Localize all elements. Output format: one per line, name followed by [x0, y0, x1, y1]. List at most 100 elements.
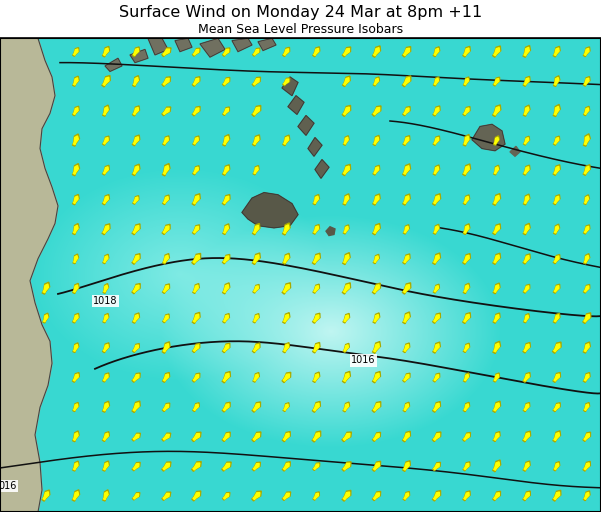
Polygon shape: [523, 461, 530, 471]
Polygon shape: [584, 165, 590, 176]
Polygon shape: [433, 284, 439, 293]
Polygon shape: [254, 167, 258, 174]
Polygon shape: [433, 462, 441, 471]
Polygon shape: [133, 197, 138, 203]
Polygon shape: [374, 314, 379, 322]
Polygon shape: [193, 493, 200, 500]
Polygon shape: [283, 374, 290, 381]
Polygon shape: [282, 77, 298, 96]
Polygon shape: [284, 225, 289, 233]
Polygon shape: [404, 108, 409, 115]
Polygon shape: [584, 344, 589, 352]
Polygon shape: [373, 77, 379, 86]
Polygon shape: [494, 106, 499, 115]
Polygon shape: [163, 372, 169, 382]
Polygon shape: [223, 107, 230, 116]
Polygon shape: [403, 136, 410, 145]
Polygon shape: [192, 253, 201, 265]
Polygon shape: [463, 433, 471, 441]
Polygon shape: [523, 194, 530, 205]
Polygon shape: [403, 492, 409, 500]
Polygon shape: [162, 492, 171, 500]
Polygon shape: [163, 284, 169, 293]
Polygon shape: [403, 283, 410, 294]
Polygon shape: [224, 109, 228, 115]
Polygon shape: [162, 403, 169, 412]
Polygon shape: [373, 194, 380, 205]
Polygon shape: [44, 315, 47, 322]
Polygon shape: [463, 47, 470, 57]
Polygon shape: [193, 136, 200, 145]
Polygon shape: [223, 283, 230, 294]
Polygon shape: [344, 373, 349, 381]
Polygon shape: [194, 285, 198, 292]
Polygon shape: [373, 401, 380, 412]
Polygon shape: [223, 493, 230, 500]
Polygon shape: [584, 342, 590, 353]
Polygon shape: [163, 315, 168, 322]
Polygon shape: [554, 256, 559, 263]
Polygon shape: [73, 195, 79, 205]
Polygon shape: [73, 373, 79, 382]
Polygon shape: [73, 225, 78, 233]
Polygon shape: [313, 401, 320, 412]
Polygon shape: [103, 462, 108, 470]
Polygon shape: [73, 490, 79, 501]
Polygon shape: [343, 105, 350, 116]
Polygon shape: [224, 166, 228, 174]
Polygon shape: [162, 163, 170, 176]
Polygon shape: [343, 492, 350, 500]
Polygon shape: [194, 167, 198, 174]
Polygon shape: [524, 286, 529, 292]
Polygon shape: [374, 373, 379, 381]
Polygon shape: [494, 255, 499, 263]
Polygon shape: [523, 343, 530, 353]
Polygon shape: [373, 342, 380, 353]
Polygon shape: [103, 165, 109, 175]
Polygon shape: [73, 78, 78, 85]
Polygon shape: [254, 78, 259, 85]
Polygon shape: [254, 286, 258, 292]
Polygon shape: [434, 463, 439, 470]
Polygon shape: [73, 461, 79, 471]
Polygon shape: [554, 433, 560, 441]
Polygon shape: [524, 47, 529, 56]
Polygon shape: [584, 493, 589, 499]
Polygon shape: [344, 49, 349, 56]
Polygon shape: [374, 434, 379, 440]
Polygon shape: [524, 493, 529, 500]
Polygon shape: [434, 344, 439, 352]
Polygon shape: [314, 493, 319, 499]
Polygon shape: [103, 107, 108, 115]
Polygon shape: [103, 345, 108, 351]
Polygon shape: [254, 225, 259, 233]
Polygon shape: [434, 403, 439, 411]
Polygon shape: [162, 107, 171, 116]
Polygon shape: [73, 106, 79, 116]
Polygon shape: [583, 432, 591, 441]
Polygon shape: [344, 285, 349, 293]
Polygon shape: [42, 282, 50, 294]
Polygon shape: [103, 47, 109, 57]
Polygon shape: [433, 253, 441, 265]
Polygon shape: [223, 165, 230, 175]
Polygon shape: [343, 252, 350, 265]
Polygon shape: [403, 225, 409, 234]
Polygon shape: [73, 136, 78, 145]
Text: Mean Sea Level Pressure Isobars: Mean Sea Level Pressure Isobars: [198, 24, 403, 36]
Polygon shape: [133, 313, 139, 323]
Polygon shape: [584, 286, 589, 292]
Polygon shape: [373, 461, 380, 472]
Polygon shape: [433, 136, 440, 145]
Polygon shape: [524, 374, 529, 381]
Polygon shape: [433, 342, 441, 353]
Polygon shape: [194, 137, 198, 144]
Polygon shape: [163, 137, 168, 144]
Polygon shape: [133, 434, 139, 440]
Polygon shape: [373, 223, 380, 235]
Polygon shape: [554, 166, 559, 174]
Text: 1016: 1016: [352, 355, 376, 366]
Polygon shape: [73, 492, 79, 500]
Polygon shape: [313, 284, 320, 293]
Polygon shape: [523, 165, 530, 175]
